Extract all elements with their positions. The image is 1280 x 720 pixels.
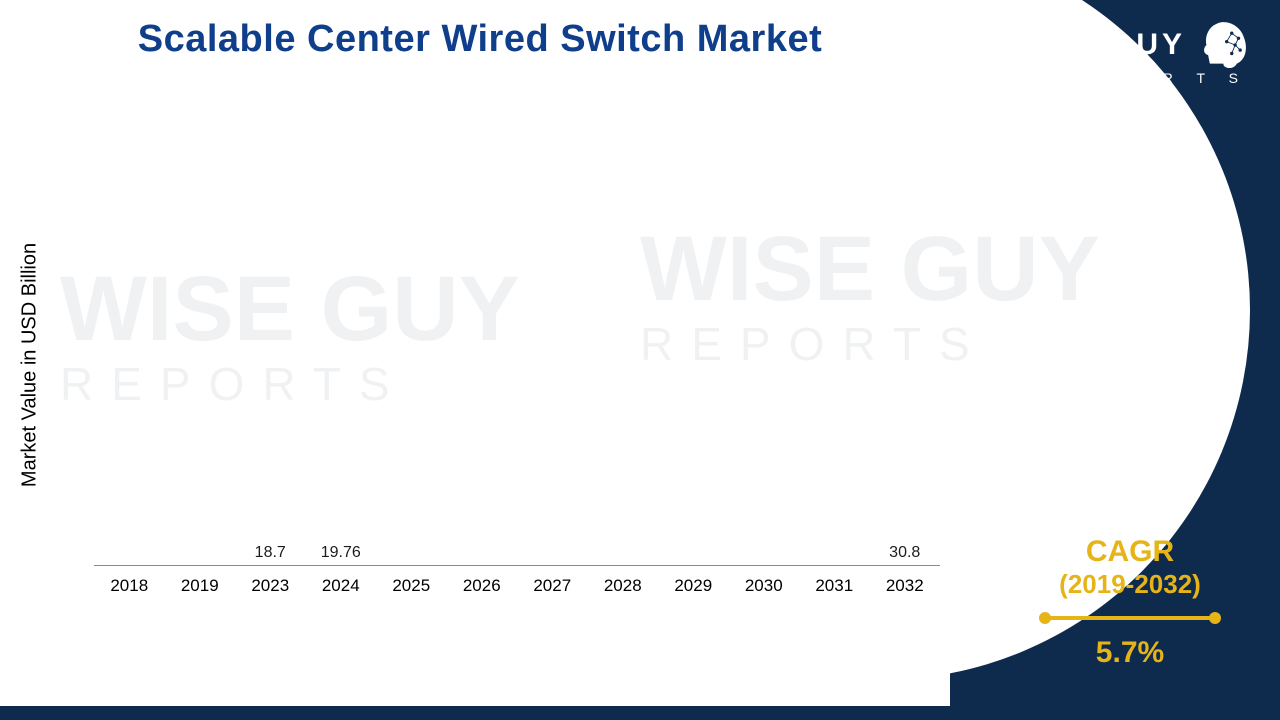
x-tick-label: 2025 [376, 570, 447, 600]
y-axis-label: Market Value in USD Billion [19, 243, 42, 487]
brand-subtitle: R E P O R T S [1004, 70, 1252, 86]
bar-value-label: 30.8 [889, 544, 920, 566]
x-tick-label: 2031 [799, 570, 870, 600]
cagr-divider [1045, 616, 1215, 620]
cagr-range: (2019-2032) [1000, 569, 1260, 600]
cagr-dot-left [1039, 612, 1051, 624]
x-tick-label: 2019 [165, 570, 236, 600]
x-tick-label: 2018 [94, 570, 165, 600]
x-tick-label: 2026 [447, 570, 518, 600]
brand-name: WISE GUY [1004, 28, 1186, 62]
infographic-canvas: WISE GUY REPORTS WISE GUY REPORTS Scalab… [0, 0, 1280, 720]
brand-logo: WISE GUY R E P O R T S [1004, 18, 1252, 86]
x-tick-label: 2023 [235, 570, 306, 600]
bars-container: 18.7 19.76 30.8 [94, 130, 940, 566]
head-icon [1198, 18, 1252, 72]
x-tick-label: 2029 [658, 570, 729, 600]
bar-chart: Market Value in USD Billion 18.719.7630.… [40, 130, 940, 600]
x-tick-label: 2030 [729, 570, 800, 600]
chart-title: Scalable Center Wired Switch Market [0, 18, 960, 61]
x-tick-label: 2028 [588, 570, 659, 600]
x-tick-label: 2027 [517, 570, 588, 600]
x-tick-label: 2024 [306, 570, 377, 600]
x-tick-label: 2032 [870, 570, 941, 600]
bar-value-label: 18.7 [255, 544, 286, 566]
cagr-block: CAGR (2019-2032) 5.7% [1000, 535, 1260, 670]
x-axis-labels: 2018201920232024202520262027202820292030… [94, 570, 940, 600]
cagr-value: 5.7% [1000, 636, 1260, 670]
cagr-title: CAGR [1000, 535, 1260, 569]
bottom-accent-bar [0, 706, 1280, 720]
cagr-dot-right [1209, 612, 1221, 624]
plot-area: 18.7 19.76 30.8 [94, 130, 940, 566]
bar-value-label: 19.76 [321, 544, 361, 566]
